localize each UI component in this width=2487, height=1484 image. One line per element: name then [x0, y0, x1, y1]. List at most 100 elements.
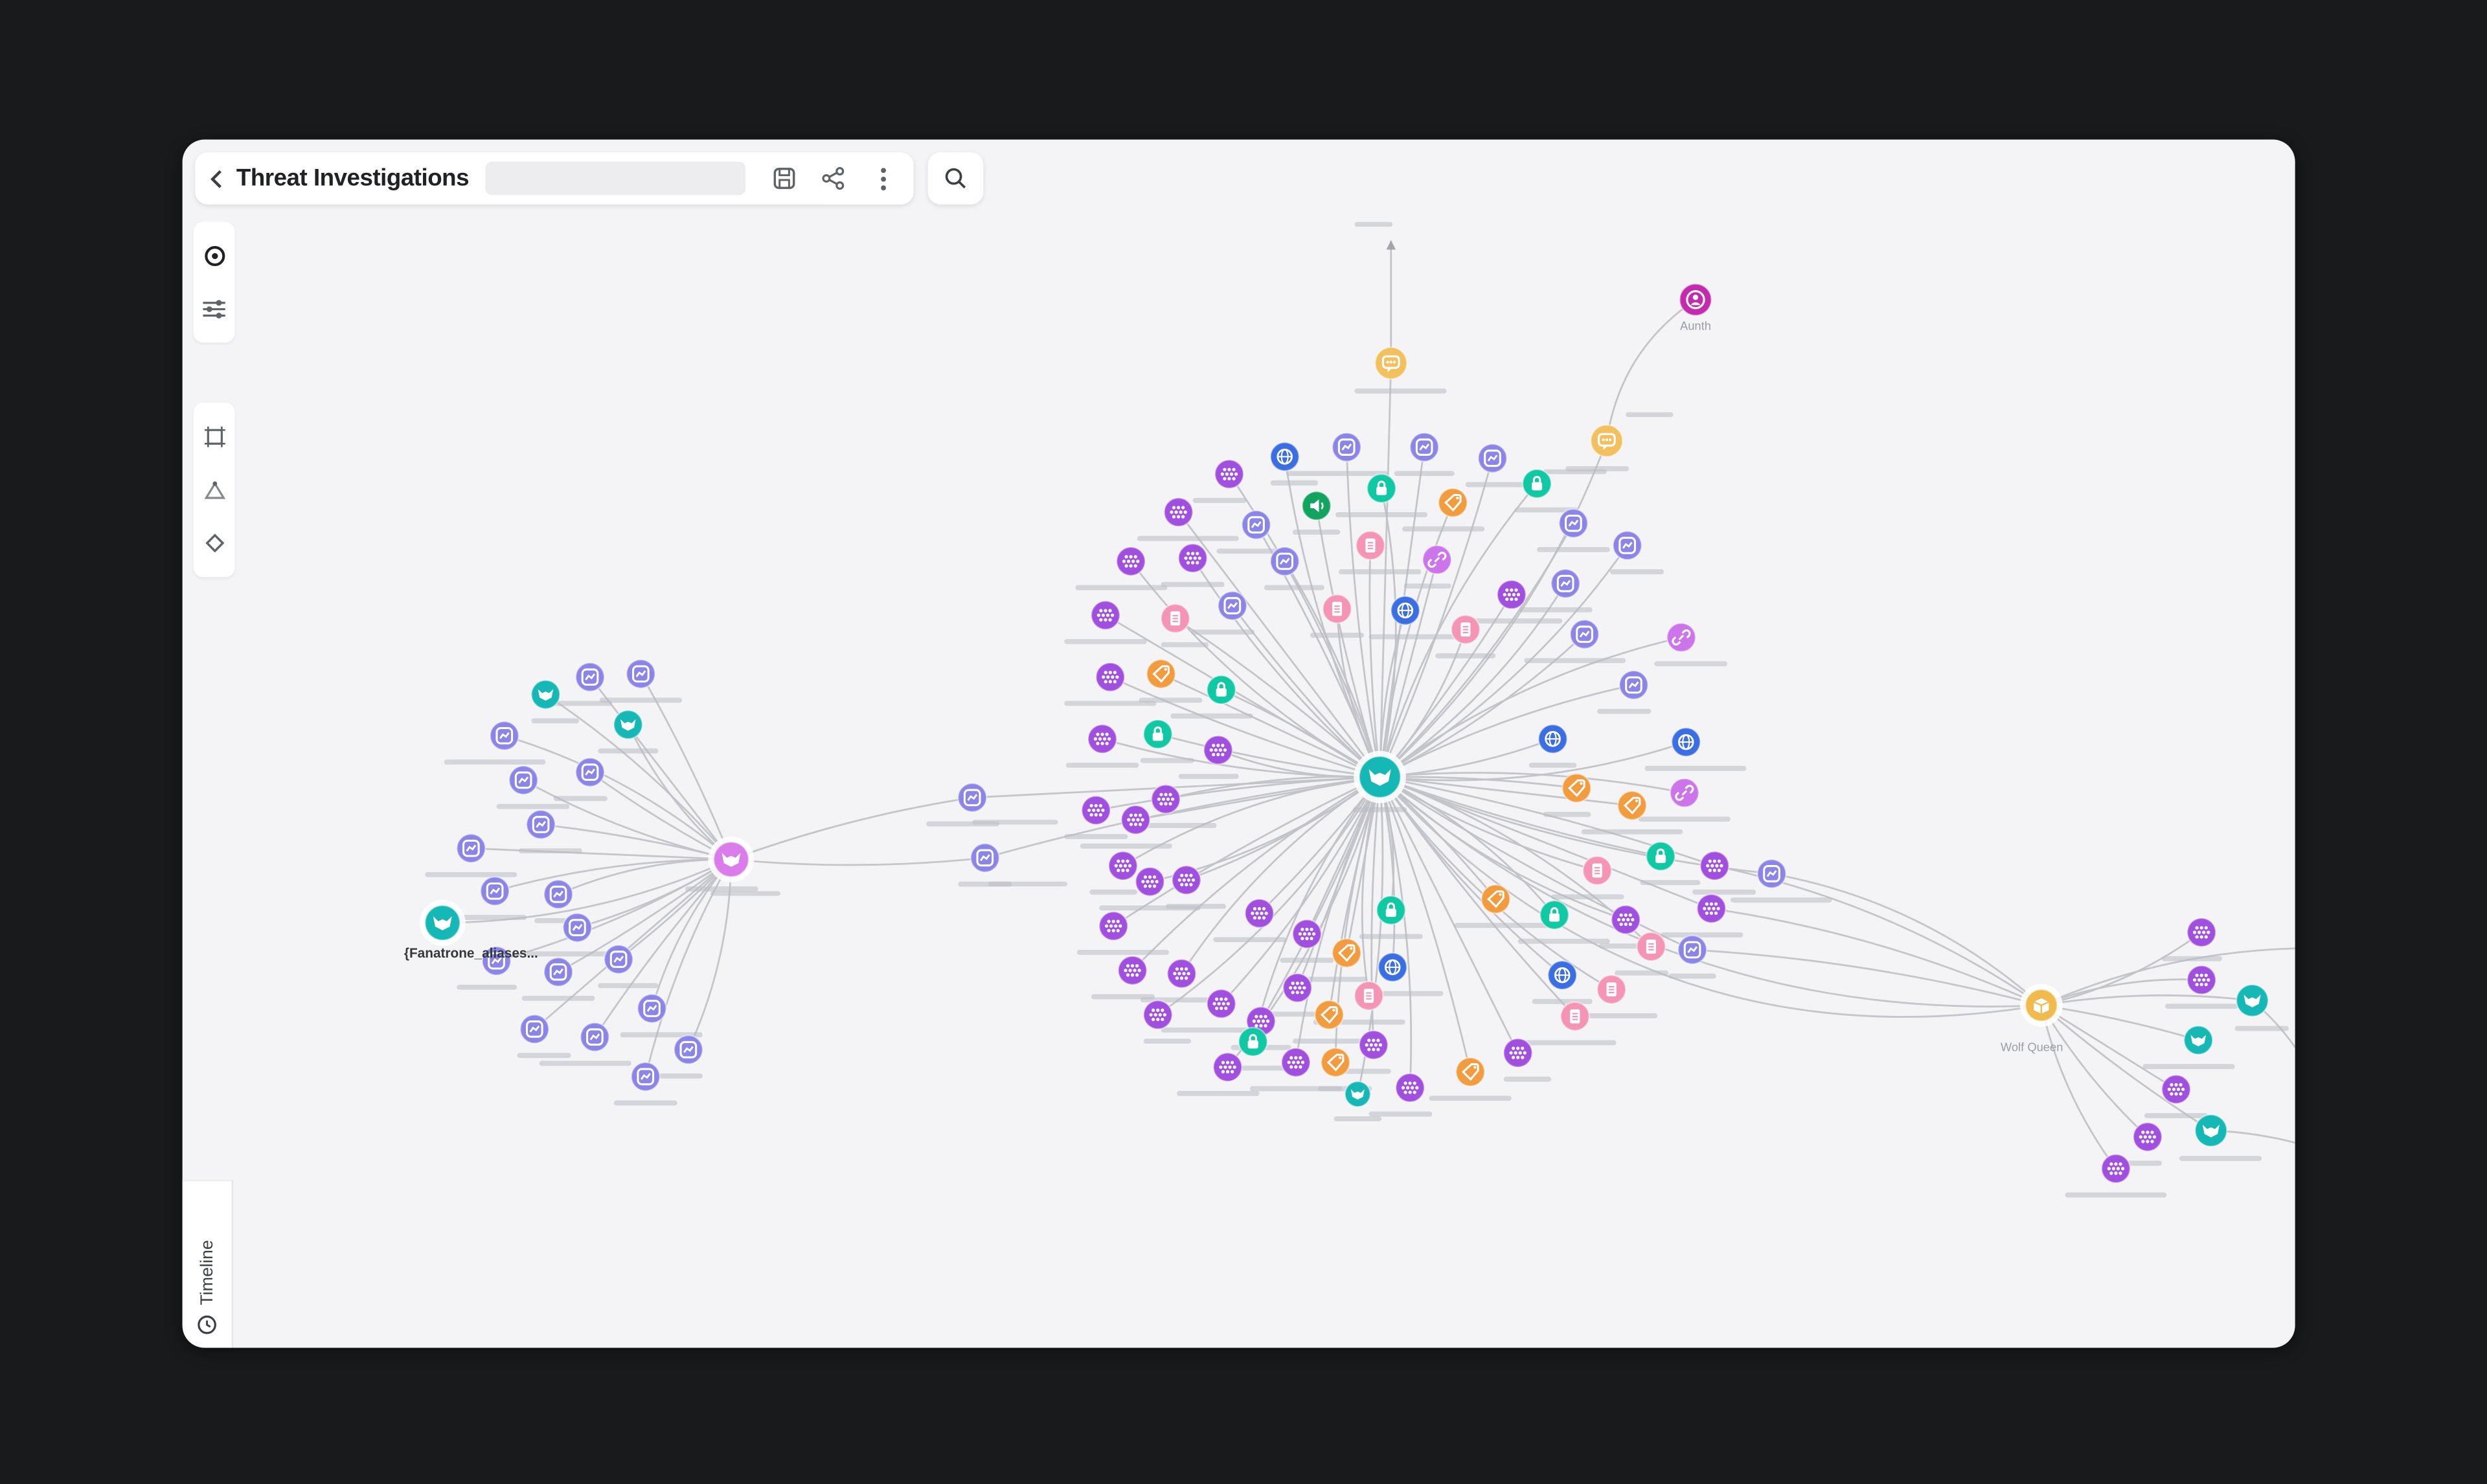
- graph-node[interactable]: [1301, 490, 1332, 521]
- graph-node[interactable]: [2235, 984, 2269, 1018]
- timeline-tab[interactable]: Timeline: [182, 1180, 234, 1348]
- graph-node[interactable]: [1146, 658, 1176, 690]
- graph-node[interactable]: [1331, 432, 1362, 462]
- graph-node[interactable]: [1590, 424, 1624, 458]
- graph-node[interactable]: [2100, 1153, 2131, 1184]
- graph-node[interactable]: [525, 809, 556, 840]
- graph-node[interactable]: [1163, 497, 1194, 528]
- graph-node[interactable]: [1280, 1047, 1312, 1078]
- graph-node[interactable]: [1142, 719, 1174, 750]
- graph-node[interactable]: [1612, 530, 1642, 561]
- graph-node[interactable]: [1090, 600, 1121, 631]
- graph-node[interactable]: [1080, 795, 1111, 826]
- graph-node[interactable]: [1354, 980, 1384, 1011]
- graph-node[interactable]: [1610, 905, 1641, 935]
- graph-node[interactable]: [1617, 790, 1648, 821]
- graph-node[interactable]: [508, 765, 539, 796]
- graph-node[interactable]: [1450, 614, 1481, 645]
- graph-node[interactable]: [1160, 603, 1190, 634]
- graph-node[interactable]: [1177, 543, 1208, 574]
- graph-node[interactable]: [519, 1014, 550, 1044]
- graph-node[interactable]: [1142, 1000, 1174, 1030]
- graph-node[interactable]: [1699, 850, 1730, 881]
- graph-node[interactable]: [1561, 772, 1592, 804]
- back-button[interactable]: [195, 152, 236, 205]
- graph-node[interactable]: [1756, 859, 1787, 889]
- share-button[interactable]: [816, 161, 851, 196]
- investigation-name-input[interactable]: [484, 161, 745, 196]
- graph-node[interactable]: [456, 833, 486, 864]
- graph-node[interactable]: [1244, 898, 1275, 928]
- graph-node[interactable]: [1120, 804, 1151, 835]
- graph-node[interactable]: [2194, 1114, 2228, 1147]
- hierarchy-layout-button[interactable]: [198, 474, 230, 506]
- graph-node[interactable]: [1098, 910, 1129, 941]
- graph-node[interactable]: [1150, 784, 1181, 815]
- graph-node[interactable]: [2019, 984, 2063, 1027]
- graph-node[interactable]: [1569, 619, 1600, 649]
- graph-node[interactable]: [1087, 723, 1118, 754]
- locate-button[interactable]: [198, 240, 230, 271]
- graph-node[interactable]: [957, 782, 988, 813]
- graph-node[interactable]: [1115, 546, 1146, 577]
- filters-button[interactable]: [198, 293, 230, 325]
- graph-node[interactable]: [479, 876, 510, 906]
- graph-node[interactable]: [2132, 1121, 2163, 1152]
- graph-node[interactable]: [489, 721, 520, 751]
- graph-node[interactable]: [1269, 442, 1300, 472]
- graph-node[interactable]: [630, 1061, 661, 1092]
- graph-node[interactable]: [2186, 917, 2217, 948]
- fit-to-selection-button[interactable]: [198, 422, 230, 453]
- search-button[interactable]: [927, 152, 984, 205]
- graph-node[interactable]: [1166, 958, 1197, 989]
- graph-node[interactable]: [574, 757, 606, 787]
- graph-node[interactable]: [1354, 750, 1407, 804]
- graph-node[interactable]: [419, 899, 466, 946]
- graph-node[interactable]: [1477, 443, 1508, 474]
- graph-node[interactable]: [1366, 473, 1397, 504]
- graph-node[interactable]: [1496, 579, 1527, 610]
- graph-node[interactable]: [1645, 841, 1676, 871]
- graph-node[interactable]: [1344, 1080, 1372, 1108]
- graph-node[interactable]: [1560, 1001, 1591, 1032]
- save-button[interactable]: [767, 161, 802, 196]
- graph-node[interactable]: [1666, 622, 1697, 653]
- graph-node[interactable]: [1503, 1037, 1533, 1068]
- graph-node[interactable]: [1539, 899, 1570, 930]
- graph-node[interactable]: [1269, 546, 1300, 577]
- graph-node[interactable]: [530, 679, 561, 710]
- graph-node[interactable]: [1322, 594, 1352, 624]
- graph-node[interactable]: [1582, 855, 1613, 886]
- graph-node[interactable]: [1238, 1026, 1268, 1057]
- graph-node[interactable]: [1679, 283, 1712, 317]
- graph-node[interactable]: [626, 658, 656, 690]
- graph-node[interactable]: [1438, 488, 1468, 518]
- graph-node[interactable]: [1422, 545, 1453, 575]
- graph-node[interactable]: [1547, 960, 1578, 991]
- graph-node[interactable]: [1212, 1051, 1243, 1083]
- graph-node[interactable]: [2161, 1074, 2192, 1105]
- graph-node[interactable]: [708, 836, 755, 883]
- graph-node[interactable]: [1394, 1072, 1425, 1103]
- graph-node[interactable]: [1095, 662, 1126, 692]
- graph-node[interactable]: [1206, 988, 1236, 1019]
- graph-node[interactable]: [1538, 723, 1568, 754]
- graph-node[interactable]: [1374, 346, 1408, 380]
- graph-node[interactable]: [2186, 965, 2217, 995]
- graph-node[interactable]: [1217, 590, 1248, 621]
- graph-node[interactable]: [580, 1022, 610, 1052]
- graph-node[interactable]: [1241, 510, 1271, 540]
- graph-node[interactable]: [1521, 468, 1552, 499]
- graph-node[interactable]: [574, 662, 606, 692]
- more-options-button[interactable]: [865, 161, 900, 196]
- graph-node[interactable]: [543, 879, 574, 910]
- graph-node[interactable]: [1117, 955, 1148, 986]
- graph-node[interactable]: [1671, 726, 1701, 758]
- graph-node[interactable]: [1596, 974, 1627, 1005]
- graph-node[interactable]: [481, 945, 512, 976]
- graph-node[interactable]: [1107, 850, 1139, 881]
- graph-node[interactable]: [1636, 931, 1666, 962]
- diamond-layout-button[interactable]: [198, 527, 230, 559]
- graph-node[interactable]: [1376, 895, 1407, 925]
- graph-node[interactable]: [1377, 952, 1408, 983]
